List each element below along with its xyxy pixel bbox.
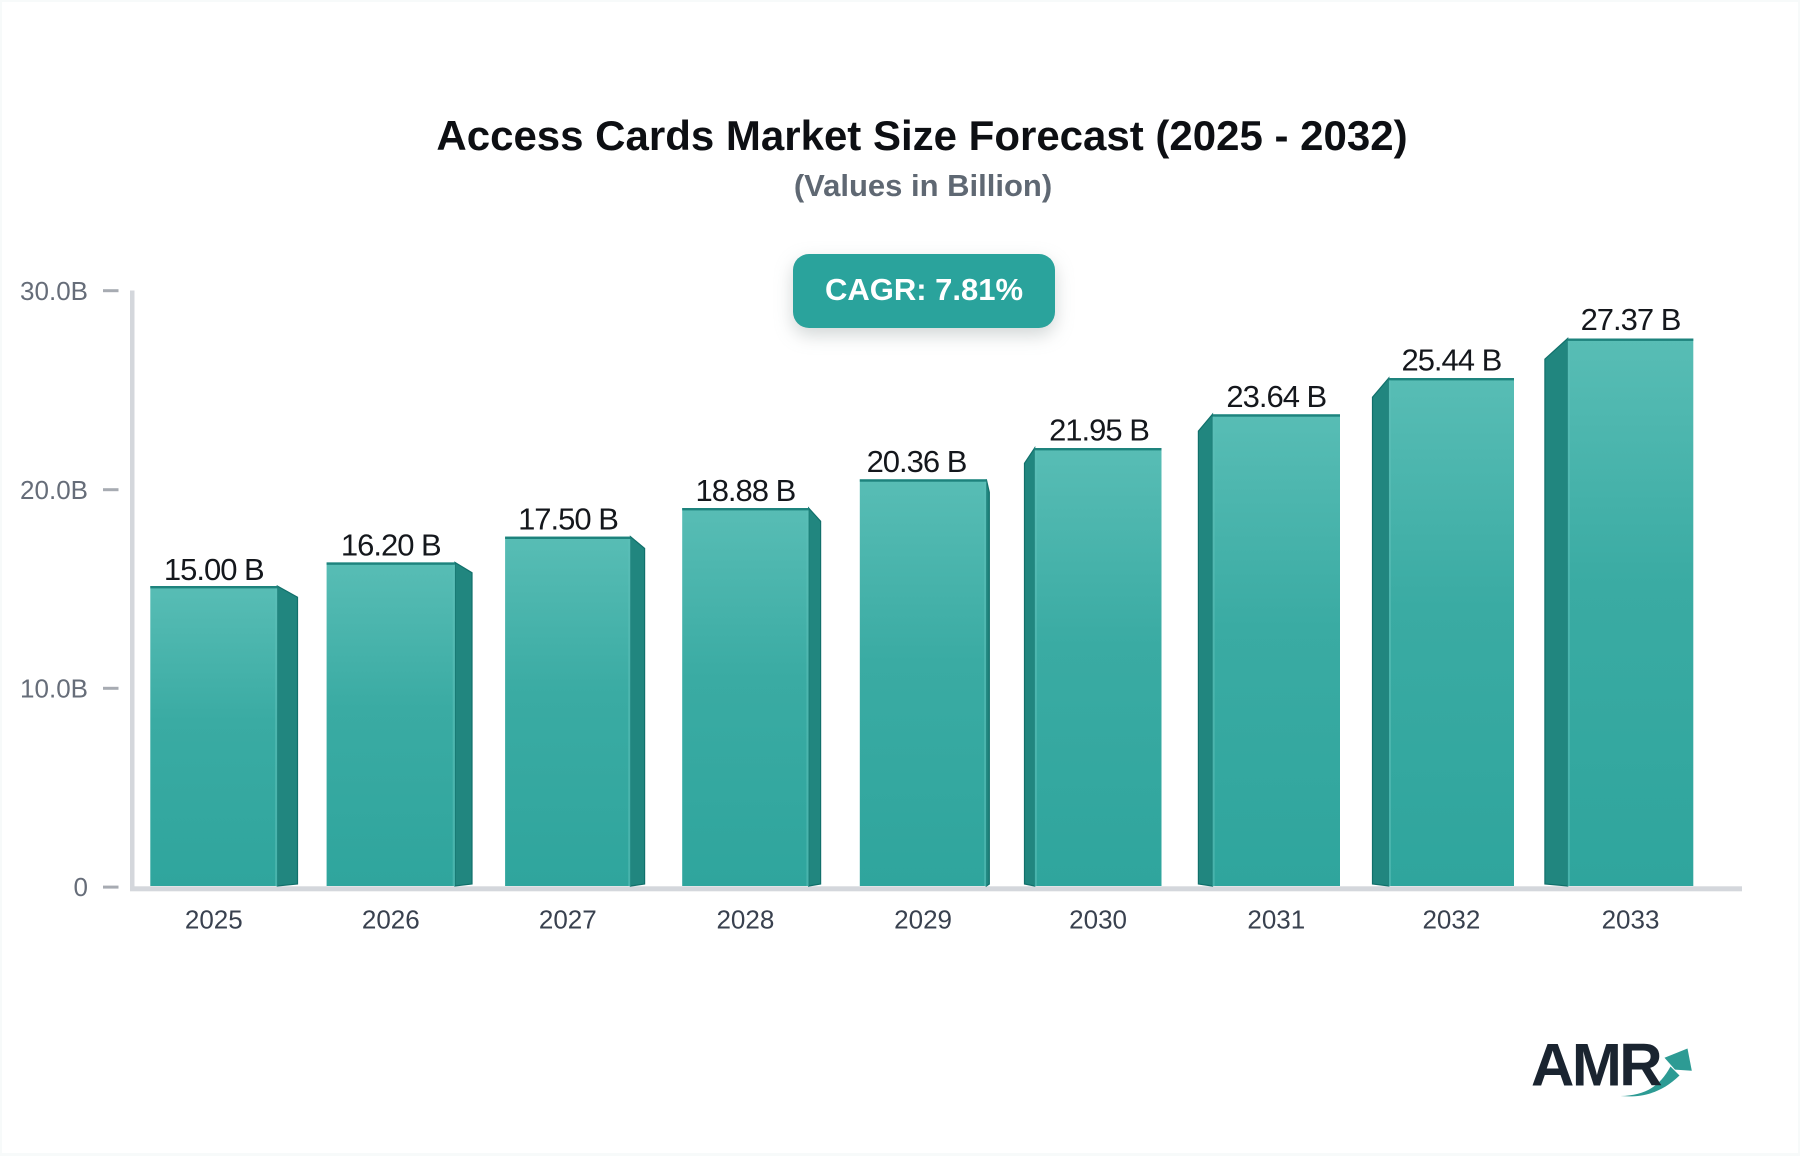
svg-text:27.37 B: 27.37 B — [1581, 302, 1681, 337]
svg-text:2030: 2030 — [1069, 904, 1127, 934]
svg-text:20.0B: 20.0B — [20, 475, 88, 505]
svg-text:10.0B: 10.0B — [20, 674, 88, 704]
svg-text:2028: 2028 — [716, 904, 774, 934]
svg-text:17.50 B: 17.50 B — [518, 502, 618, 537]
svg-text:21.95 B: 21.95 B — [1049, 413, 1149, 448]
svg-text:25.44 B: 25.44 B — [1401, 343, 1501, 378]
svg-text:2032: 2032 — [1422, 904, 1480, 934]
svg-text:16.20 B: 16.20 B — [341, 528, 441, 563]
svg-text:Access Cards Market Size Forec: Access Cards Market Size Forecast (2025 … — [436, 112, 1407, 159]
svg-text:2027: 2027 — [539, 904, 597, 934]
svg-text:0: 0 — [74, 872, 88, 902]
svg-text:2033: 2033 — [1602, 904, 1660, 934]
svg-text:CAGR: 7.81%: CAGR: 7.81% — [825, 272, 1023, 307]
svg-text:(Values in Billion): (Values in Billion) — [794, 168, 1052, 203]
svg-text:2031: 2031 — [1247, 904, 1305, 934]
svg-text:18.88 B: 18.88 B — [695, 473, 795, 508]
svg-text:30.0B: 30.0B — [20, 276, 88, 306]
svg-text:AMR: AMR — [1531, 1032, 1662, 1099]
svg-text:2026: 2026 — [362, 904, 420, 934]
svg-text:15.00 B: 15.00 B — [164, 552, 264, 587]
svg-text:2025: 2025 — [185, 904, 243, 934]
svg-text:20.36 B: 20.36 B — [867, 444, 967, 479]
svg-text:23.64 B: 23.64 B — [1226, 379, 1326, 414]
svg-text:2029: 2029 — [894, 904, 952, 934]
